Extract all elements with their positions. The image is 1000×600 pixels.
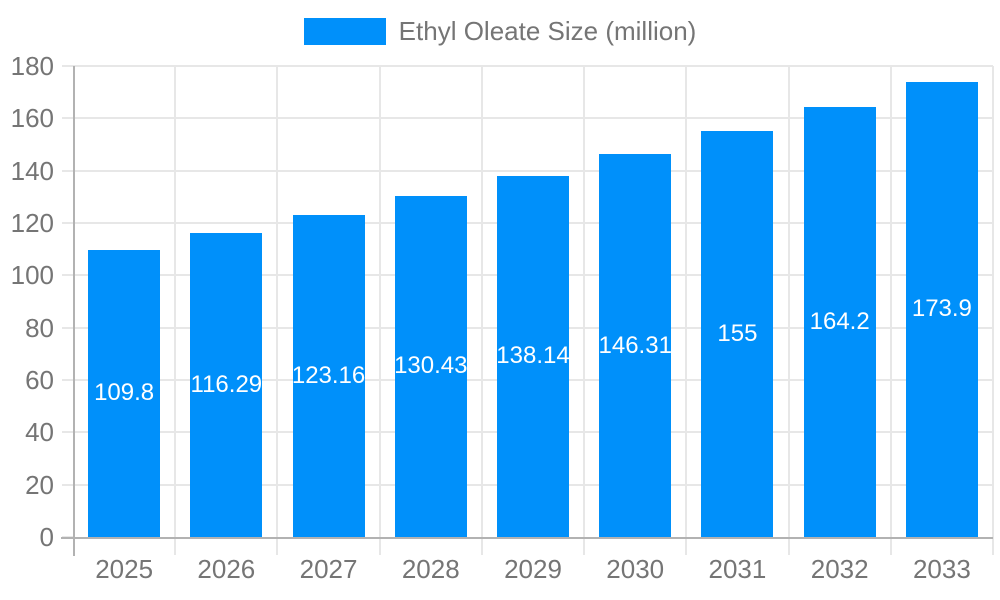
gridline: [992, 66, 994, 537]
bar[interactable]: [190, 232, 263, 537]
y-axis-tick-label: 120: [10, 208, 54, 238]
y-tick-mark: [62, 326, 73, 329]
x-tick-mark: [480, 537, 483, 555]
gridline: [276, 66, 279, 537]
gridline: [73, 169, 993, 172]
y-tick-mark: [62, 65, 73, 67]
bar-value-label: 123.16: [291, 361, 366, 389]
y-axis-tick-label: 160: [10, 103, 54, 134]
gridline: [889, 66, 892, 537]
bar-value-label: 116.29: [190, 370, 263, 398]
bar-value-label: 130.43: [394, 352, 468, 380]
bar[interactable]: [394, 195, 467, 537]
y-tick-mark: [62, 483, 73, 486]
x-axis-tick-label: 2030: [606, 554, 665, 584]
x-tick-mark: [276, 537, 279, 555]
x-axis-tick-label: 2029: [504, 554, 562, 584]
bar-value-label: 138.14: [496, 342, 570, 370]
bar[interactable]: [803, 107, 876, 537]
gridline: [480, 66, 483, 537]
x-axis-tick-label: 2032: [810, 554, 869, 584]
bar-value-label: 155: [717, 320, 758, 348]
legend-swatch-icon: [303, 17, 386, 45]
y-axis-tick-label: 40: [25, 417, 54, 448]
y-axis-tick-label: 180: [10, 51, 54, 81]
gridline: [787, 66, 790, 537]
y-axis-tick-label: 100: [10, 260, 54, 291]
x-axis-tick-label: 2033: [912, 554, 971, 584]
x-tick-mark: [787, 537, 790, 555]
bar[interactable]: [88, 249, 161, 537]
gridline: [583, 66, 586, 537]
gridline: [378, 66, 381, 537]
y-axis-tick-label: 0: [39, 522, 54, 552]
x-axis-tick-label: 2025: [95, 554, 154, 584]
x-axis-tick-label: 2026: [197, 554, 256, 584]
bar-value-label: 173.9: [911, 295, 972, 323]
y-axis-line: [73, 66, 75, 556]
y-tick-mark: [62, 169, 73, 172]
x-axis-tick-label: 2027: [299, 554, 358, 584]
x-tick-mark: [685, 537, 688, 555]
y-axis-tick-label: 140: [10, 155, 54, 186]
y-tick-mark: [62, 117, 73, 120]
bar-value-label: 109.8: [94, 379, 155, 407]
y-tick-mark: [62, 222, 73, 224]
plot-area: 0 20 40 60 80 100 120 140 160 180 109.8 2025 116.29 2…: [11, 53, 994, 584]
x-tick-mark: [174, 537, 177, 555]
bar-value-label: 164.2: [809, 308, 870, 336]
legend[interactable]: Ethyl Oleate Size (million): [0, 17, 1000, 45]
x-tick-mark: [583, 537, 586, 555]
x-tick-mark: [889, 537, 892, 555]
y-tick-mark: [62, 431, 73, 434]
y-axis-tick-label: 80: [25, 312, 54, 343]
bar[interactable]: [905, 81, 978, 537]
y-axis-tick-label: 20: [25, 469, 54, 500]
gridline: [73, 65, 993, 67]
gridline: [73, 117, 993, 120]
legend-label: Ethyl Oleate Size (million): [398, 16, 697, 46]
x-axis-tick-label: 2028: [401, 554, 460, 584]
gridline: [685, 66, 688, 537]
x-tick-mark: [378, 537, 381, 555]
x-axis-line: [61, 537, 993, 539]
bar[interactable]: [599, 154, 672, 537]
bar[interactable]: [701, 131, 774, 537]
x-axis-tick-label: 2031: [708, 554, 767, 584]
bar[interactable]: [292, 214, 365, 537]
bar[interactable]: [497, 175, 569, 537]
y-axis-tick-label: 60: [25, 365, 54, 395]
bar-value-label: 146.31: [598, 331, 672, 359]
gridline: [174, 66, 177, 537]
y-tick-mark: [62, 274, 73, 277]
x-tick-mark: [992, 537, 994, 555]
y-tick-mark: [62, 379, 73, 381]
